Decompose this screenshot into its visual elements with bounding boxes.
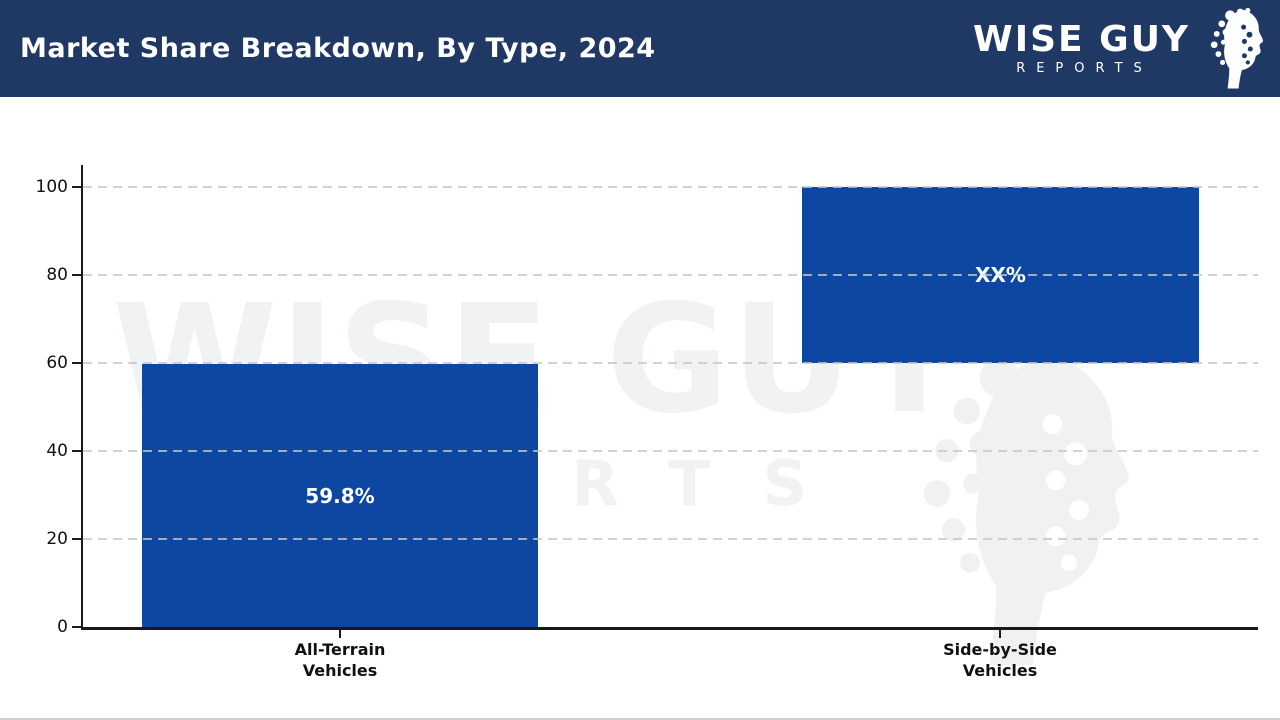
y-tick-100	[72, 186, 81, 188]
gridline-40	[83, 450, 1258, 452]
gridline-60	[83, 362, 1258, 364]
y-tick-0	[72, 626, 81, 628]
logo-text: WISE GUY REPORTS	[972, 19, 1190, 77]
y-axis-line	[81, 165, 83, 629]
y-tick-label: 0	[57, 617, 68, 637]
y-tick-80	[72, 274, 81, 276]
logo-subtitle: REPORTS	[1016, 61, 1153, 76]
x-label-line1: All-Terrain	[294, 640, 386, 659]
y-tick-label: 20	[46, 529, 68, 549]
x-axis-line	[81, 627, 1258, 630]
y-tick-40	[72, 450, 81, 452]
x-label-line2: Vehicles	[302, 661, 378, 680]
y-tick-label: 80	[46, 265, 68, 285]
y-tick-label: 100	[35, 177, 68, 197]
bar-all-terrain-vehicles: 59.8%	[142, 364, 538, 627]
header-bar: Market Share Breakdown, By Type, 2024 WI…	[0, 0, 1280, 97]
gridline-100	[83, 186, 1258, 188]
wise-guy-reports-logo: WISE GUY REPORTS	[973, 0, 1270, 97]
x-label-line2: Vehicles	[962, 661, 1038, 680]
y-tick-20	[72, 538, 81, 540]
y-tick-label: 60	[46, 353, 68, 373]
bottom-border	[0, 718, 1280, 720]
x-category-label-atv: All-Terrain Vehicles	[210, 639, 470, 681]
logo-name: WISE GUY	[972, 19, 1190, 60]
bar-value-label: 59.8%	[305, 483, 375, 508]
gridline-20	[83, 538, 1258, 540]
y-tick-label: 40	[46, 441, 68, 461]
y-tick-60	[72, 362, 81, 364]
x-category-label-sxs: Side-by-Side Vehicles	[870, 639, 1130, 681]
watermark-face-icon	[923, 348, 1129, 666]
x-tick-sxs	[999, 630, 1001, 638]
page-title: Market Share Breakdown, By Type, 2024	[20, 33, 656, 64]
logo-face-icon	[1210, 7, 1264, 88]
gridline-80	[83, 274, 1258, 276]
x-tick-atv	[339, 630, 341, 638]
chart-area: WISE GUY REPORTS 59.8% XX%	[0, 97, 1280, 720]
x-label-line1: Side-by-Side	[943, 640, 1057, 659]
